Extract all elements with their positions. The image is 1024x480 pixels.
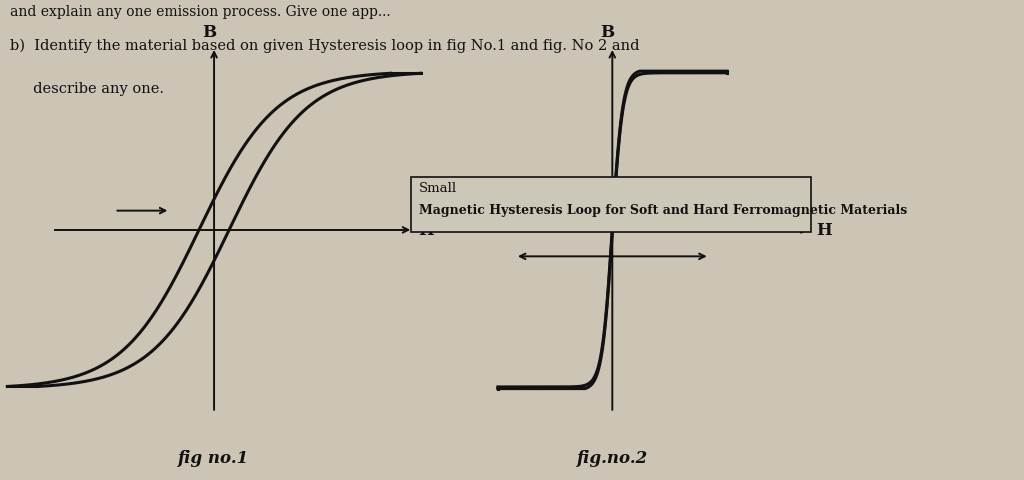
FancyBboxPatch shape [411,178,811,233]
Text: B: B [600,24,614,41]
Text: fig no.1: fig no.1 [178,449,250,466]
Text: H: H [816,222,833,239]
Text: fig.no.2: fig.no.2 [577,449,648,466]
Text: and explain any one emission process. Give one app...: and explain any one emission process. Gi… [10,5,390,19]
Text: Small: Small [419,181,457,194]
Text: B: B [202,24,216,41]
Text: b)  Identify the material based on given Hysteresis loop in fig No.1 and fig. No: b) Identify the material based on given … [10,38,639,53]
Text: H: H [418,222,434,239]
Text: Magnetic Hysteresis Loop for Soft and Hard Ferromagnetic Materials: Magnetic Hysteresis Loop for Soft and Ha… [419,203,907,216]
Text: describe any one.: describe any one. [10,82,164,96]
